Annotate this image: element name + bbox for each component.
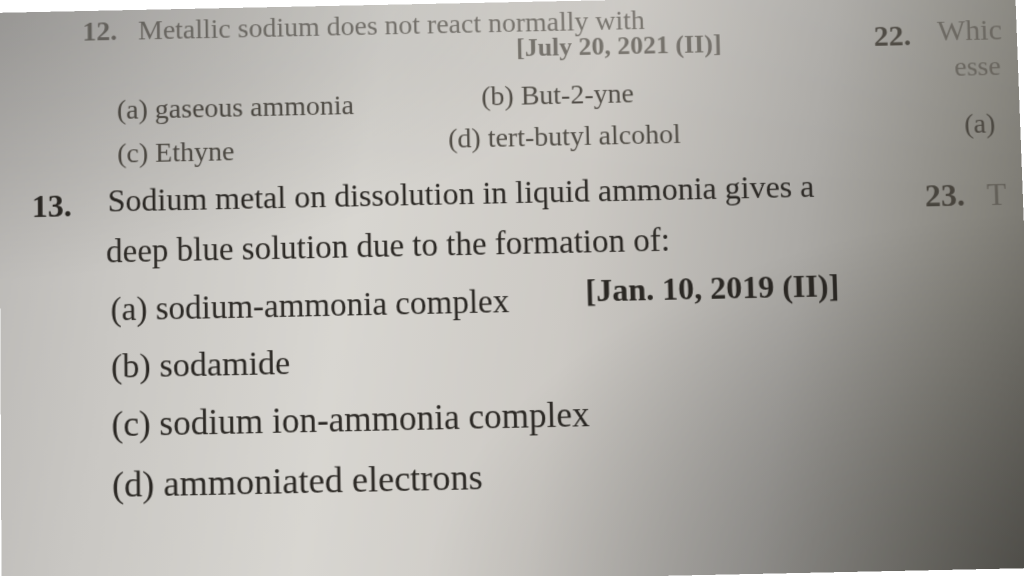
q23-number: 23. (924, 177, 965, 215)
q12-source: [July 20, 2021 (II)] (516, 29, 722, 63)
q12-option-a: (a) gaseous ammonia (117, 90, 354, 127)
q13-option-b: (b) sodamide (111, 345, 291, 387)
q13-option-a: (a) sodium-ammonia complex (110, 284, 509, 329)
q23-stem: T (986, 176, 1007, 213)
q13-option-c: (c) sodium ion-ammonia complex (111, 395, 590, 445)
q13-number: 13. (32, 187, 72, 225)
q13-stem-line2: deep blue solution due to the formation … (106, 223, 670, 272)
q12-option-c: (c) Ethyne (117, 136, 234, 170)
textbook-photo: { "q12": { "num": "12.", "stem": "Metall… (0, 0, 1024, 576)
q22-stem-2: esse (954, 51, 1002, 84)
q13-stem-line1: Sodium metal on dissolution in liquid am… (108, 168, 815, 220)
q12-number: 12. (82, 16, 117, 47)
q22-option-a: (a) (964, 109, 996, 141)
q12-option-b: (b) But-2-yne (481, 79, 634, 114)
q13-option-d: (d) ammoniated electrons (112, 456, 483, 506)
q12-option-d: (d) tert-butyl alcohol (448, 119, 681, 156)
q22-number: 22. (873, 19, 911, 53)
q22-stem-1: Whic (937, 14, 1003, 49)
q13-source: [Jan. 10, 2019 (II)] (585, 267, 840, 309)
